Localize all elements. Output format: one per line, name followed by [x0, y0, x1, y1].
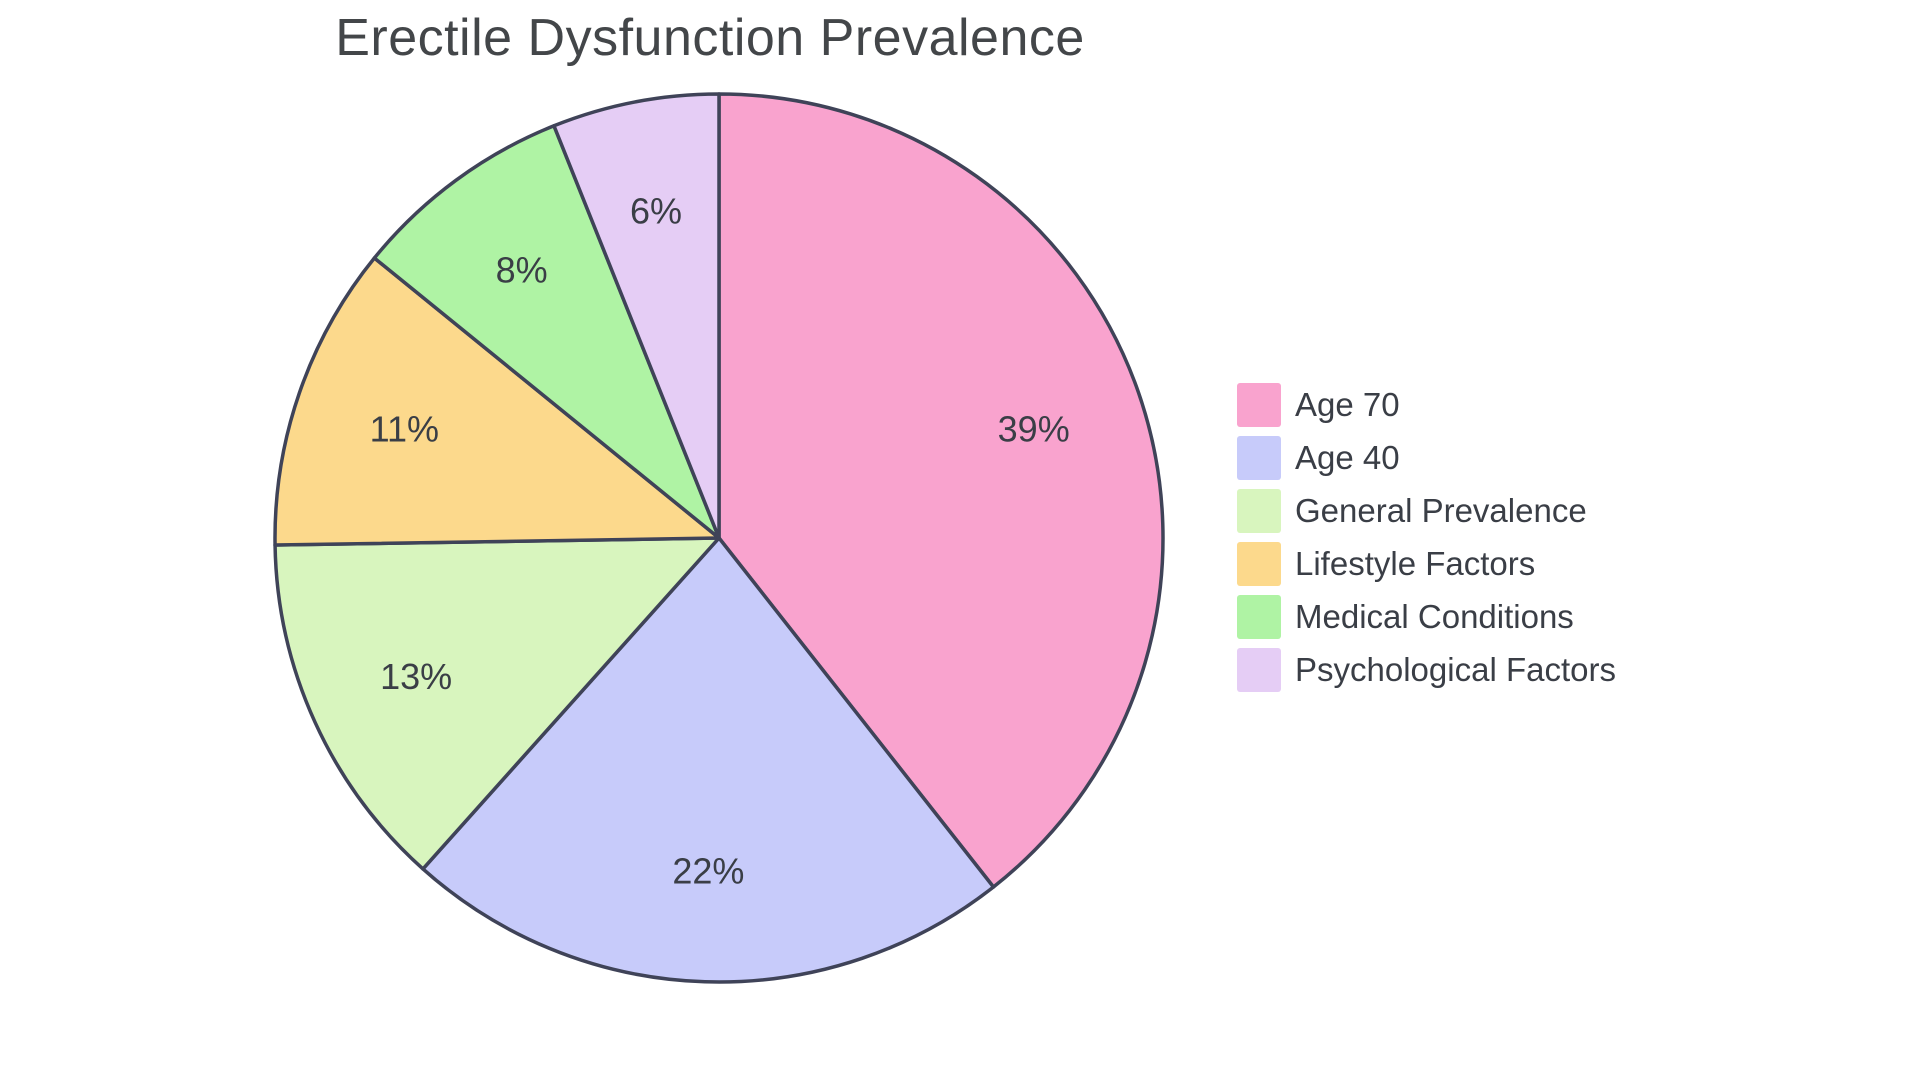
legend-item-general-prevalence[interactable]: General Prevalence [1237, 489, 1616, 533]
pie-slice-age-70[interactable] [717, 92, 1165, 889]
legend-item-medical-conditions[interactable]: Medical Conditions [1237, 595, 1616, 639]
legend-swatch-medical-conditions [1237, 595, 1281, 639]
slice-percent-label-age-70: 39% [998, 409, 1070, 450]
legend-label-general-prevalence: General Prevalence [1295, 492, 1587, 529]
pie-slice-lifestyle-factors[interactable] [273, 256, 721, 547]
slice-percent-label-medical-conditions: 8% [496, 249, 548, 290]
legend: Age 70 Age 40 General Prevalence Lifestyle … [1237, 383, 1616, 692]
slice-percent-label-age-40: 22% [672, 850, 744, 891]
legend-label-age-70: Age 70 [1295, 386, 1400, 423]
legend-swatch-age-40 [1237, 436, 1281, 480]
pie-slice-general-prevalence[interactable] [273, 536, 721, 871]
legend-swatch-age-70 [1237, 383, 1281, 427]
slice-percent-label-lifestyle-factors: 11% [370, 409, 439, 450]
legend-item-age-40[interactable]: Age 40 [1237, 436, 1616, 480]
legend-label-medical-conditions: Medical Conditions [1295, 598, 1574, 635]
legend-item-age-70[interactable]: Age 70 [1237, 383, 1616, 427]
legend-label-lifestyle-factors: Lifestyle Factors [1295, 545, 1536, 582]
legend-swatch-general-prevalence [1237, 489, 1281, 533]
legend-item-lifestyle-factors[interactable]: Lifestyle Factors [1237, 542, 1616, 586]
slice-percent-label-general-prevalence: 13% [380, 656, 452, 697]
legend-label-age-40: Age 40 [1295, 439, 1400, 476]
pie-slice-medical-conditions[interactable] [372, 124, 721, 540]
legend-label-psychological-factors: Psychological Factors [1295, 651, 1616, 688]
chart-title: Erectile Dysfunction Prevalence [335, 9, 1085, 67]
legend-item-psychological-factors[interactable]: Psychological Factors [1237, 648, 1616, 692]
pie-slice-psychological-factors[interactable] [552, 92, 721, 540]
legend-swatch-psychological-factors [1237, 648, 1281, 692]
slice-percent-label-psychological-factors: 6% [630, 191, 682, 232]
legend-swatch-lifestyle-factors [1237, 542, 1281, 586]
pie-slice-age-40[interactable] [421, 536, 996, 984]
